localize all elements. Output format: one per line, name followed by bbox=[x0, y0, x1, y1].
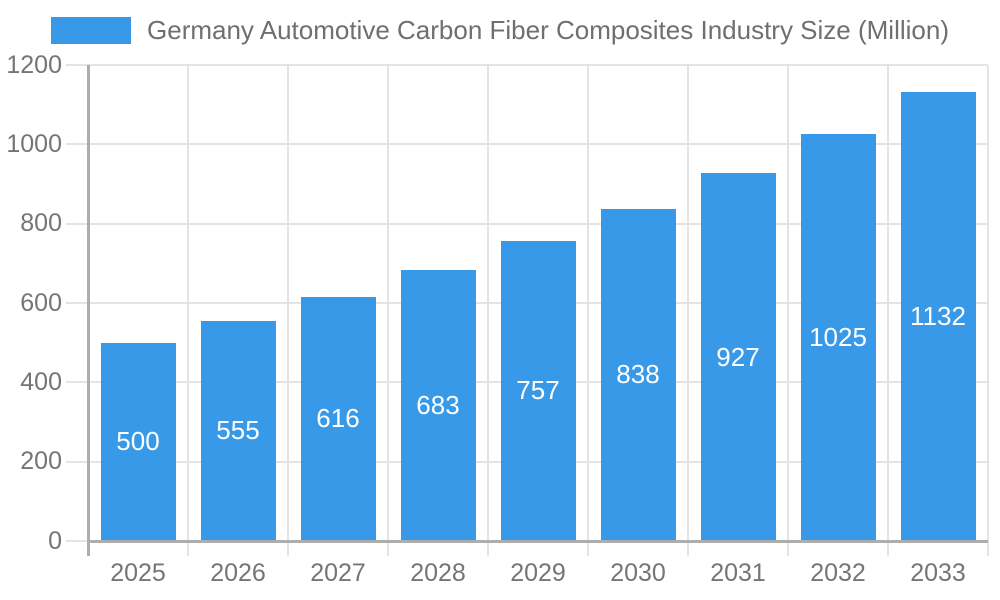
y-gridline bbox=[66, 222, 988, 225]
x-gridline bbox=[287, 65, 289, 556]
x-tick-label: 2032 bbox=[810, 559, 866, 587]
x-tick-label: 2025 bbox=[110, 559, 166, 587]
x-tick-label: 2033 bbox=[910, 559, 966, 587]
legend-label: Germany Automotive Carbon Fiber Composit… bbox=[147, 15, 949, 45]
x-tick-label: 2031 bbox=[710, 559, 766, 587]
x-axis-line bbox=[88, 539, 988, 543]
y-tick-label: 1200 bbox=[6, 50, 62, 79]
y-tick-label: 400 bbox=[20, 367, 62, 396]
x-gridline bbox=[387, 65, 389, 556]
x-tick-label: 2027 bbox=[310, 559, 366, 587]
x-tick-label: 2029 bbox=[510, 559, 566, 587]
bar bbox=[600, 208, 676, 541]
y-tick-label: 200 bbox=[20, 447, 62, 476]
legend-swatch-icon bbox=[51, 16, 132, 44]
x-gridline bbox=[687, 65, 689, 556]
bar bbox=[700, 173, 776, 541]
y-gridline bbox=[66, 143, 988, 146]
y-tick-label: 1000 bbox=[6, 129, 62, 158]
x-gridline bbox=[187, 65, 189, 556]
y-tick-label: 600 bbox=[20, 288, 62, 317]
bar bbox=[800, 134, 876, 541]
chart-legend-item[interactable]: Germany Automotive Carbon Fiber Composit… bbox=[0, 14, 1000, 46]
bar bbox=[400, 270, 476, 541]
bar bbox=[300, 296, 376, 541]
x-gridline bbox=[587, 65, 589, 556]
x-gridline bbox=[487, 65, 489, 556]
y-axis-line bbox=[86, 65, 90, 556]
bar bbox=[500, 240, 576, 541]
bar bbox=[200, 320, 276, 541]
bar bbox=[900, 91, 976, 541]
y-tick-label: 0 bbox=[48, 526, 62, 555]
x-gridline bbox=[887, 65, 889, 556]
x-gridline bbox=[987, 65, 989, 556]
x-tick-label: 2026 bbox=[210, 559, 266, 587]
x-tick-label: 2030 bbox=[610, 559, 666, 587]
x-tick-label: 2028 bbox=[410, 559, 466, 587]
bar bbox=[100, 342, 176, 541]
x-gridline bbox=[787, 65, 789, 556]
y-gridline bbox=[66, 64, 988, 66]
y-tick-label: 800 bbox=[20, 209, 62, 238]
